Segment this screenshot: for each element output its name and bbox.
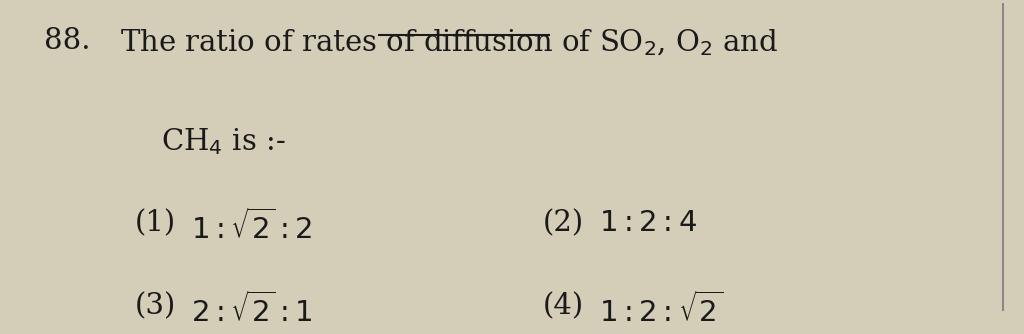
Text: (2): (2) <box>543 209 584 237</box>
Text: CH$_4$ is :-: CH$_4$ is :- <box>161 126 286 157</box>
Text: $1 : 2 : \sqrt{2}$: $1 : 2 : \sqrt{2}$ <box>599 292 723 328</box>
Text: $1 : 2 : 4$: $1 : 2 : 4$ <box>599 209 696 237</box>
Text: 88.: 88. <box>43 27 90 55</box>
Text: $2 : \sqrt{2} : 1$: $2 : \sqrt{2} : 1$ <box>191 292 312 328</box>
Text: The ratio of rates of diffusion of SO$_2$, O$_2$ and: The ratio of rates of diffusion of SO$_2… <box>120 27 778 58</box>
Text: (4): (4) <box>543 292 584 320</box>
Text: (1): (1) <box>135 209 176 237</box>
Text: $1 : \sqrt{2} : 2$: $1 : \sqrt{2} : 2$ <box>191 209 312 245</box>
Text: (3): (3) <box>135 292 176 320</box>
